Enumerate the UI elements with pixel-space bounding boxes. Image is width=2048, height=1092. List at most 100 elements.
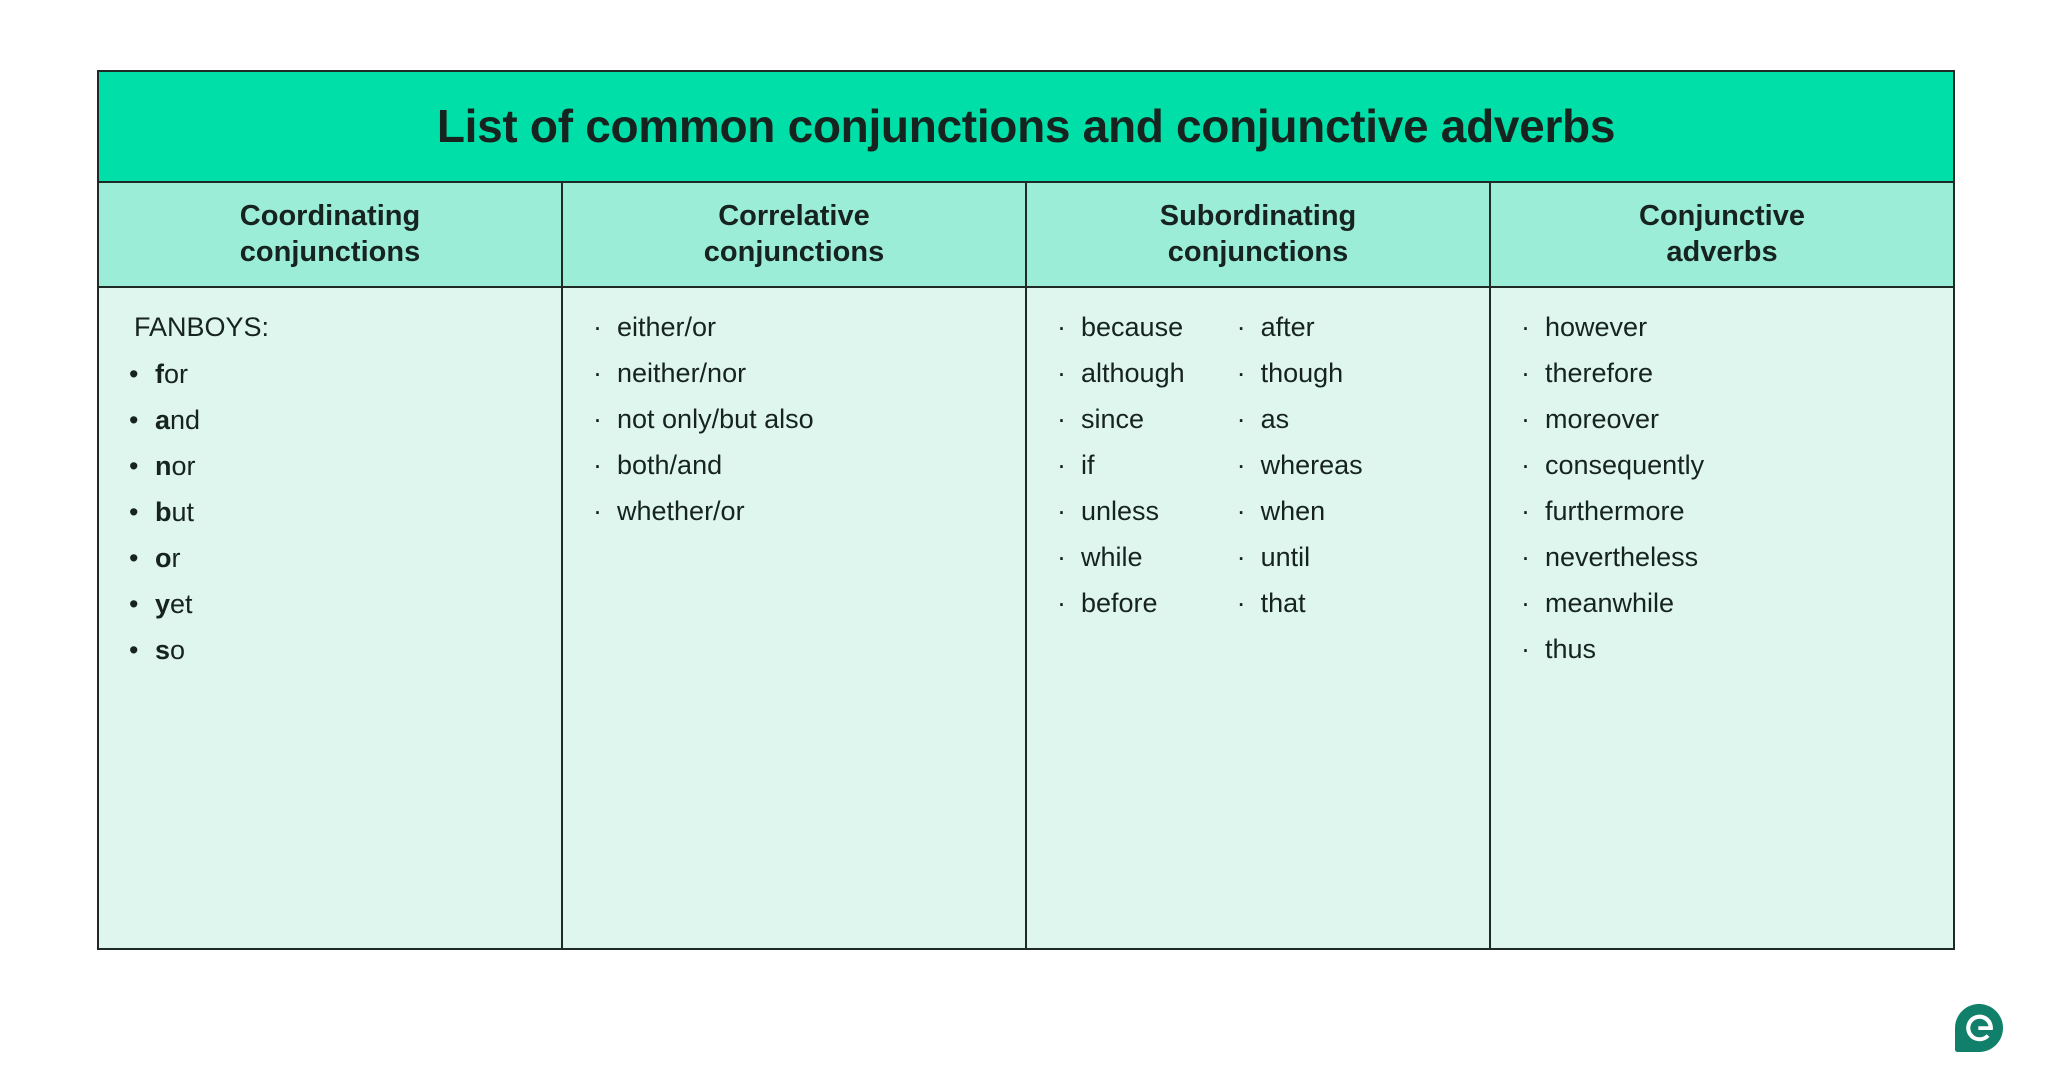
list-item: • but [129, 499, 269, 526]
bullet-icon: · [593, 312, 602, 342]
subordinating-list-secondary: · after · though · as · whereas · when · until · that [1237, 314, 1363, 617]
list-item-label: moreover [1545, 404, 1660, 434]
bullet-icon: · [1236, 542, 1246, 572]
list-item: · whether/or [593, 498, 814, 525]
column-body-coordinating: FANBOYS: • for • and • nor • but • or • yet • so [99, 288, 563, 948]
bullet-icon: · [1057, 450, 1066, 480]
bullet-icon: · [1521, 404, 1530, 434]
bullet-icon: · [1236, 496, 1246, 526]
column-header-correlative: Correlative conjunctions [563, 183, 1027, 286]
list-item: · neither/nor [593, 360, 814, 387]
list-item-label: meanwhile [1545, 588, 1675, 618]
list-item: · unless [1057, 498, 1185, 525]
list-item: · although [1057, 360, 1185, 387]
list-item-label: consequently [1545, 450, 1705, 480]
subordinating-list-group-a: · because · although · since · if · unless · while ·… [1057, 314, 1185, 948]
bullet-icon: • [129, 451, 139, 481]
list-item-label: furthermore [1545, 496, 1685, 526]
list-item-label: though [1260, 358, 1344, 388]
list-item-label: before [1081, 588, 1158, 618]
list-item: · therefore [1521, 360, 1704, 387]
list-item: · after [1237, 314, 1363, 341]
bullet-icon: · [593, 450, 602, 480]
column-body-correlative: · either/or · neither/nor · not only/but also… [563, 288, 1027, 948]
list-item: · while [1057, 544, 1185, 571]
fanboys-label: FANBOYS: [134, 312, 270, 342]
list-item-label: either/or [617, 312, 717, 342]
coordinating-list: • for • and • nor • but • or • yet • so [129, 361, 269, 664]
list-item-label: although [1081, 358, 1185, 388]
bullet-icon: · [1521, 358, 1530, 388]
bullet-icon: · [1057, 404, 1066, 434]
column-header-label: Subordinating conjunctions [1159, 200, 1357, 268]
bullet-icon: · [593, 404, 602, 434]
table-body-row: FANBOYS: • for • and • nor • but • or • yet • so · eit… [99, 288, 1953, 948]
list-item-label: whether/or [617, 496, 745, 526]
list-item: · since [1057, 406, 1185, 433]
list-item: • nor [129, 453, 269, 480]
list-item: · consequently [1521, 452, 1704, 479]
column-header-label: Conjunctive adverbs [1639, 200, 1805, 268]
table-header-row: Coordinating conjunctions Correlative co… [99, 183, 1953, 288]
bullet-icon: · [1057, 542, 1066, 572]
bullet-icon: · [1236, 312, 1246, 342]
list-item: · if [1057, 452, 1185, 479]
list-item: • for [129, 361, 269, 388]
bullet-icon: · [1521, 312, 1530, 342]
bullet-icon: · [1521, 450, 1530, 480]
bullet-icon: · [1236, 404, 1246, 434]
list-item-label: nevertheless [1545, 542, 1699, 572]
list-item-label: for [155, 359, 189, 389]
list-item-label: however [1545, 312, 1648, 342]
list-item-label: neither/nor [617, 358, 747, 388]
bullet-icon: • [129, 543, 139, 573]
column-header-subordinating: Subordinating conjunctions [1027, 183, 1491, 286]
table-title-banner: List of common conjunctions and conjunct… [99, 72, 1953, 183]
conjunctions-table: List of common conjunctions and conjunct… [97, 70, 1955, 950]
list-item-label: thus [1545, 634, 1597, 664]
column-body-subordinating: · because · although · since · if · unless · while ·… [1027, 288, 1491, 948]
list-item-label: that [1260, 588, 1306, 618]
list-item-label: so [155, 635, 186, 665]
subordinating-list-group-b: · after · though · as · whereas · when · until · that [1237, 314, 1363, 948]
bullet-icon: • [129, 635, 139, 665]
bullet-icon: • [129, 497, 139, 527]
list-item-label: because [1081, 312, 1184, 342]
bullet-icon: · [593, 358, 602, 388]
list-item: · not only/but also [593, 406, 814, 433]
bullet-icon: · [1521, 496, 1530, 526]
list-item: · though [1237, 360, 1363, 387]
bullet-icon: • [129, 405, 139, 435]
list-item: · before [1057, 590, 1185, 617]
bullet-icon: · [1057, 358, 1066, 388]
list-item: · thus [1521, 636, 1704, 663]
list-item-label: nor [155, 451, 196, 481]
list-item: · that [1237, 590, 1363, 617]
list-item: • yet [129, 591, 269, 618]
grammarly-logo [1955, 1004, 2003, 1052]
list-item-label: since [1081, 404, 1145, 434]
bullet-icon: · [1521, 588, 1530, 618]
list-item: · until [1237, 544, 1363, 571]
column-header-coordinating: Coordinating conjunctions [99, 183, 563, 286]
bullet-icon: · [1057, 588, 1066, 618]
list-item-label: but [155, 497, 195, 527]
list-item-label: until [1260, 542, 1311, 572]
list-item-label: yet [155, 589, 193, 619]
logo-letter-g [1966, 1014, 1993, 1042]
list-item: · furthermore [1521, 498, 1704, 525]
list-item-label: whereas [1260, 450, 1363, 480]
correlative-list-group: · either/or · neither/nor · not only/but also… [593, 314, 814, 948]
list-item-label: and [155, 405, 201, 435]
list-item: · either/or [593, 314, 814, 341]
conjunctive-adverbs-list-group: · however · therefore · moreover · consequently… [1521, 314, 1704, 948]
list-item: · when [1237, 498, 1363, 525]
bullet-icon: · [1236, 358, 1246, 388]
list-item: • and [129, 407, 269, 434]
list-item: • so [129, 637, 269, 664]
list-item: · nevertheless [1521, 544, 1704, 571]
bullet-icon: · [1057, 312, 1066, 342]
list-item: • or [129, 545, 269, 572]
bullet-icon: • [129, 359, 139, 389]
